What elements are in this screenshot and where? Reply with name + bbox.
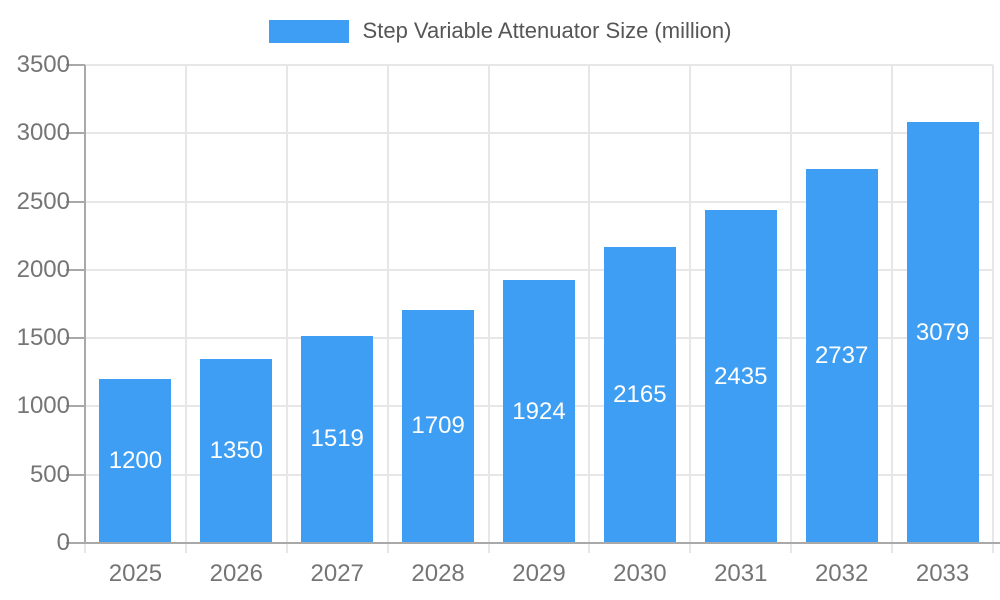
x-tick-label: 2033 — [915, 560, 970, 587]
y-tick-label: 2000 — [16, 255, 70, 283]
y-axis-line — [84, 65, 86, 543]
x-axis-line — [84, 542, 1000, 544]
bar — [200, 358, 273, 543]
chart-title: Step Variable Attenuator Size (million) — [362, 18, 732, 43]
bar-value-label: 1924 — [512, 397, 566, 425]
legend: Step Variable Attenuator Size (million) — [0, 16, 1000, 46]
bar — [301, 335, 374, 543]
bar — [805, 169, 878, 543]
legend-color-swatch — [268, 19, 349, 43]
v-gridline — [992, 65, 994, 553]
x-tick-label: 2025 — [108, 560, 163, 587]
bar — [402, 309, 475, 543]
v-gridline — [184, 65, 187, 553]
x-tick-label: 2026 — [209, 560, 263, 587]
v-gridline — [588, 65, 591, 553]
h-gridline — [85, 200, 993, 203]
y-tick-mark — [66, 542, 85, 544]
y-tick-mark — [66, 405, 85, 408]
y-tick-mark — [66, 132, 85, 135]
y-tick-label: 500 — [29, 460, 70, 488]
v-gridline — [689, 65, 692, 553]
bar — [603, 247, 676, 543]
bar-value-label: 2737 — [814, 342, 869, 370]
y-tick-label: 1000 — [16, 392, 70, 420]
y-tick-mark — [66, 200, 85, 203]
bar — [99, 379, 172, 543]
v-gridline — [790, 65, 793, 553]
bar-value-label: 1200 — [108, 447, 163, 475]
bar — [906, 122, 979, 543]
x-tick-label: 2031 — [714, 560, 768, 587]
h-gridline — [85, 64, 993, 66]
y-tick-label: 3000 — [16, 119, 70, 147]
bar-value-label: 1519 — [310, 425, 364, 453]
y-tick-mark — [66, 268, 85, 271]
y-tick-mark — [66, 337, 85, 340]
bar-value-label: 3079 — [915, 318, 970, 346]
y-tick-label: 0 — [56, 529, 70, 556]
x-tick-label: 2027 — [310, 560, 364, 587]
v-gridline — [487, 65, 490, 553]
bar-value-label: 1350 — [209, 436, 264, 464]
y-tick-label: 3500 — [16, 51, 70, 78]
h-gridline — [85, 268, 993, 271]
x-tick-label: 2032 — [814, 560, 869, 587]
bar-value-label: 2435 — [714, 362, 768, 390]
x-tick-label: 2030 — [613, 560, 667, 587]
y-tick-label: 1500 — [16, 324, 70, 352]
x-tick-label: 2029 — [512, 560, 566, 587]
y-tick-mark — [66, 473, 85, 476]
y-tick-label: 2500 — [16, 187, 70, 215]
bar-value-label: 2165 — [613, 381, 667, 409]
v-gridline — [285, 65, 288, 553]
bar — [704, 210, 777, 543]
bar-value-label: 1709 — [411, 412, 465, 440]
v-gridline — [386, 65, 389, 553]
h-gridline — [85, 132, 993, 135]
bar — [503, 280, 575, 543]
v-gridline — [891, 65, 894, 553]
x-tick-label: 2028 — [411, 560, 465, 587]
y-tick-mark — [66, 64, 85, 66]
